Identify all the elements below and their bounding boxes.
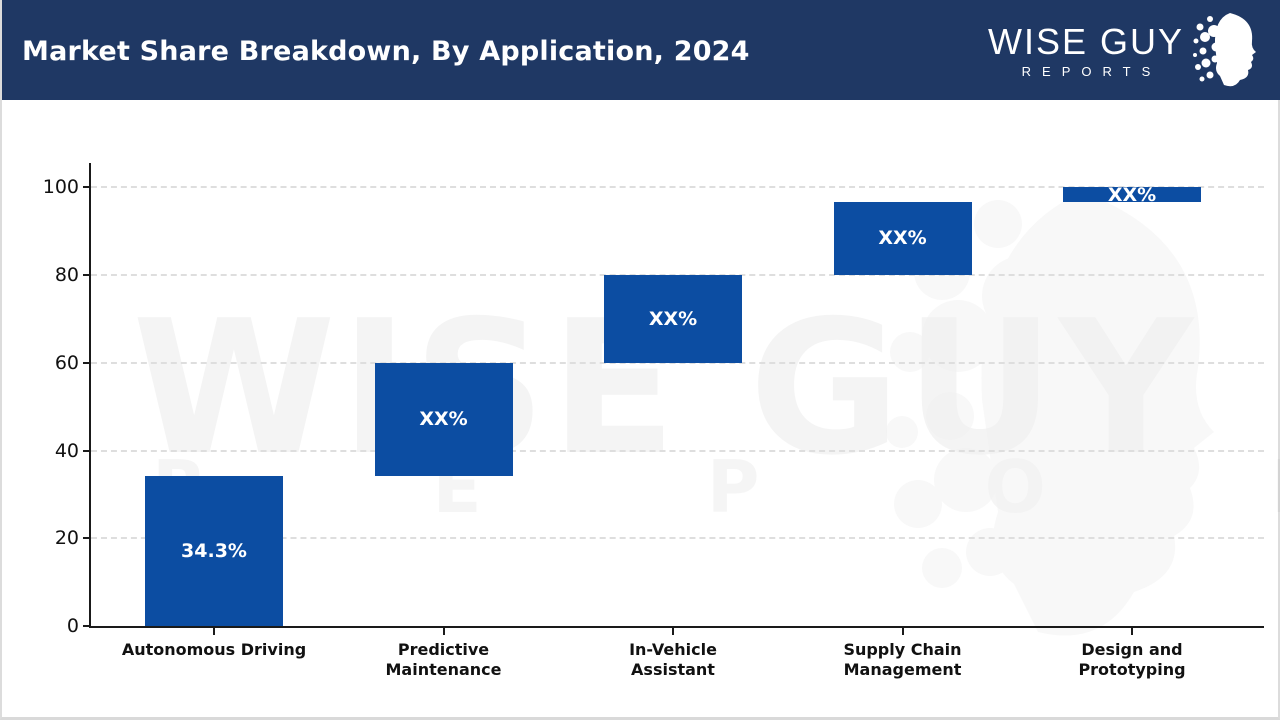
y-axis-tick [83, 625, 90, 627]
y-axis-tick [83, 449, 90, 452]
bar-predictive-maintenance: XX% [374, 362, 513, 476]
bar-value-label: XX% [1107, 187, 1157, 202]
y-axis-tick [83, 537, 90, 540]
bar-design-and-prototyping: XX% [1063, 187, 1201, 202]
y-axis-tick [83, 186, 90, 189]
x-axis-category-label: Autonomous Driving [121, 640, 307, 659]
x-axis-tick [442, 628, 445, 635]
x-axis-tick [901, 628, 904, 635]
brand-logo-text: WISE GUY REPORTS [987, 21, 1184, 80]
x-axis-line [89, 626, 1264, 628]
brand-head-icon [1193, 13, 1256, 87]
brand-subname: REPORTS [1021, 64, 1162, 79]
y-axis-tick-label: 0 [66, 615, 79, 637]
y-axis-tick-label: 80 [54, 264, 79, 287]
x-axis-category-label: Supply Chain Management [843, 640, 962, 679]
y-axis-line [89, 163, 91, 628]
brand-logo: WISE GUY REPORTS [988, 8, 1264, 94]
x-axis-category-label: Design and Prototyping [1078, 640, 1186, 679]
bar-value-label: XX% [419, 408, 468, 431]
bar-value-label: 34.3% [181, 539, 247, 562]
y-axis-tick-label: 100 [42, 176, 79, 199]
bar-supply-chain-management: XX% [833, 201, 972, 276]
brand-name: WISE GUY [987, 21, 1184, 62]
y-axis-tick-label: 20 [54, 527, 79, 550]
y-axis-tick-label: 40 [54, 439, 79, 462]
x-axis-tick [672, 628, 674, 635]
x-axis-tick [213, 628, 215, 635]
gridline [91, 186, 1264, 189]
gridline [91, 449, 1264, 452]
y-axis-tick [83, 361, 90, 364]
x-axis-category-label: Predictive Maintenance [385, 640, 502, 679]
bar-in-vehicle-assistant: XX% [604, 275, 742, 363]
chart-title: Market Share Breakdown, By Application, … [22, 36, 750, 67]
header-bar: Market Share Breakdown, By Application, … [2, 0, 1280, 100]
bar-value-label: XX% [878, 227, 927, 250]
gridline [91, 361, 1264, 364]
y-axis-tick-label: 60 [54, 351, 79, 374]
x-axis-tick [1131, 628, 1133, 635]
bar-value-label: XX% [648, 307, 698, 330]
gridline [91, 537, 1264, 540]
bar-autonomous-driving: 34.3% [145, 475, 283, 626]
y-axis-tick [83, 274, 90, 277]
x-axis-category-label: In-Vehicle Assistant [629, 640, 717, 679]
